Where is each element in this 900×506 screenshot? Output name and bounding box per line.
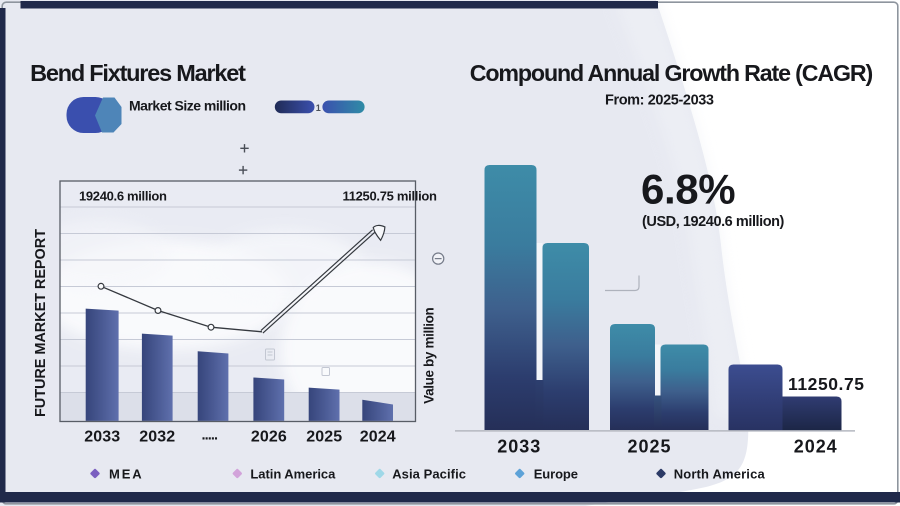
- svg-text:2033: 2033: [497, 437, 540, 457]
- svg-text:MEA: MEA: [109, 467, 142, 482]
- svg-text:Europe: Europe: [534, 467, 578, 482]
- svg-text:FUTURE MARKET REPORT: FUTURE MARKET REPORT: [33, 229, 49, 417]
- svg-text:2025: 2025: [628, 437, 671, 457]
- svg-text:11250.75: 11250.75: [788, 374, 864, 394]
- svg-text:Market Size million: Market Size million: [129, 98, 246, 114]
- svg-text:2025: 2025: [306, 429, 342, 446]
- svg-text:1: 1: [316, 103, 321, 113]
- svg-text:Value by million: Value by million: [422, 307, 437, 404]
- svg-text:2024: 2024: [794, 437, 837, 457]
- svg-text:(USD, 19240.6 million): (USD, 19240.6 million): [642, 214, 785, 230]
- svg-text:11250.75 million: 11250.75 million: [343, 189, 438, 204]
- svg-text:Latin America: Latin America: [250, 467, 336, 482]
- svg-text:Bend Fixtures Market: Bend Fixtures Market: [30, 60, 246, 86]
- svg-text:.....: .....: [202, 428, 219, 444]
- svg-text:6.8%: 6.8%: [641, 166, 736, 213]
- svg-text:2024: 2024: [360, 429, 396, 446]
- svg-text:From: 2025-2033: From: 2025-2033: [605, 92, 714, 108]
- svg-text:2033: 2033: [84, 429, 120, 446]
- svg-text:2026: 2026: [251, 429, 287, 446]
- svg-text:19240.6 million: 19240.6 million: [79, 189, 167, 204]
- svg-text:2032: 2032: [139, 429, 175, 446]
- svg-text:North America: North America: [674, 467, 766, 482]
- svg-text:Compound Annual Growth Rate (C: Compound Annual Growth Rate (CAGR): [470, 60, 873, 86]
- svg-text:Asia Pacific: Asia Pacific: [392, 467, 466, 482]
